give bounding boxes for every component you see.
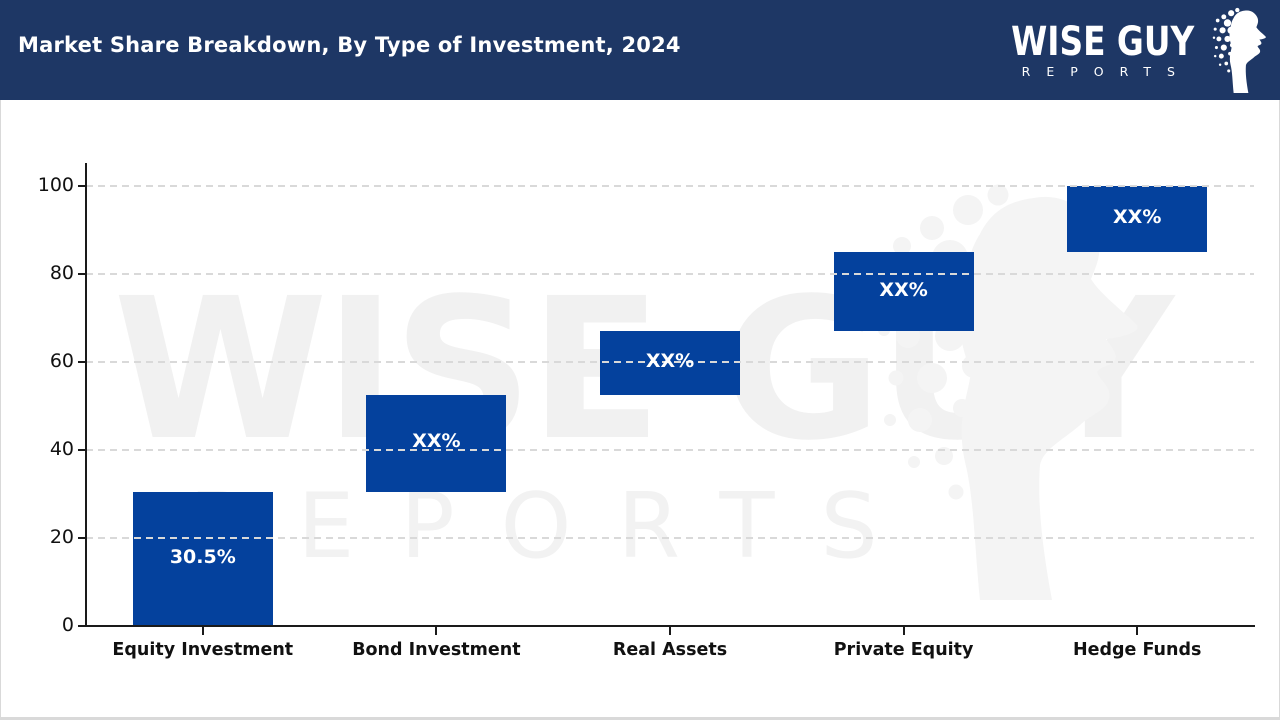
x-axis-tick: [435, 627, 438, 635]
bar-value-label: XX%: [412, 430, 461, 453]
y-axis-tick: [78, 361, 86, 363]
gridline: [86, 537, 1254, 539]
x-axis-tick: [1136, 627, 1139, 635]
bar-value-label: XX%: [879, 278, 928, 301]
logo-subtitle: REPORTS: [1021, 63, 1191, 79]
gridline: [86, 273, 1254, 275]
x-axis-tick: [902, 627, 905, 635]
logo-wordmark: WISE GUY: [1010, 18, 1194, 65]
y-tick-label: 20: [49, 526, 74, 548]
bar: [366, 395, 507, 492]
x-tick-label: Real Assets: [612, 640, 728, 660]
gridline: [86, 361, 1254, 363]
x-tick-label: Bond Investment: [352, 640, 521, 660]
x-axis-tick: [669, 627, 671, 635]
y-axis-tick: [78, 625, 86, 627]
gridline: [86, 185, 1254, 187]
wiseguy-logo: WISE GUY REPORTS: [991, 0, 1272, 100]
y-axis-tick: [78, 537, 86, 539]
y-tick-label: 100: [37, 174, 74, 196]
chart-canvas: WISE GUY REPORTS 0 20 40 60 80 100 30.5% Equity…: [0, 100, 1280, 720]
y-axis-line: [85, 163, 87, 626]
y-axis-tick: [78, 273, 86, 275]
x-axis-line: [85, 625, 1255, 627]
x-tick-label: Hedge Funds: [1072, 640, 1202, 660]
bar: [600, 331, 740, 395]
x-axis-tick: [201, 627, 204, 635]
header-band: Market Share Breakdown, By Type of Inves…: [0, 0, 1280, 100]
logo-text: WISE GUY REPORTS: [991, 22, 1214, 79]
bar-value-label: XX%: [1113, 206, 1162, 228]
bar-value-label: XX%: [645, 350, 695, 373]
chart-title: Market Share Breakdown, By Type of Inves…: [18, 33, 681, 57]
watermark-subtitle: REPORTS: [189, 474, 924, 579]
x-tick-label: Private Equity: [833, 640, 974, 660]
bar: [132, 491, 273, 626]
y-tick-label: 60: [49, 350, 74, 372]
y-tick-label: 0: [61, 614, 74, 636]
y-tick-label: 80: [49, 262, 74, 284]
bar-value-label: 30.5%: [169, 545, 236, 568]
wiseguy-head-icon: [1212, 7, 1266, 93]
y-axis-tick: [78, 185, 86, 187]
x-tick-label: Equity Investment: [112, 640, 294, 660]
gridline: [86, 449, 1254, 451]
y-tick-label: 40: [49, 438, 74, 460]
y-axis-tick: [78, 449, 86, 451]
